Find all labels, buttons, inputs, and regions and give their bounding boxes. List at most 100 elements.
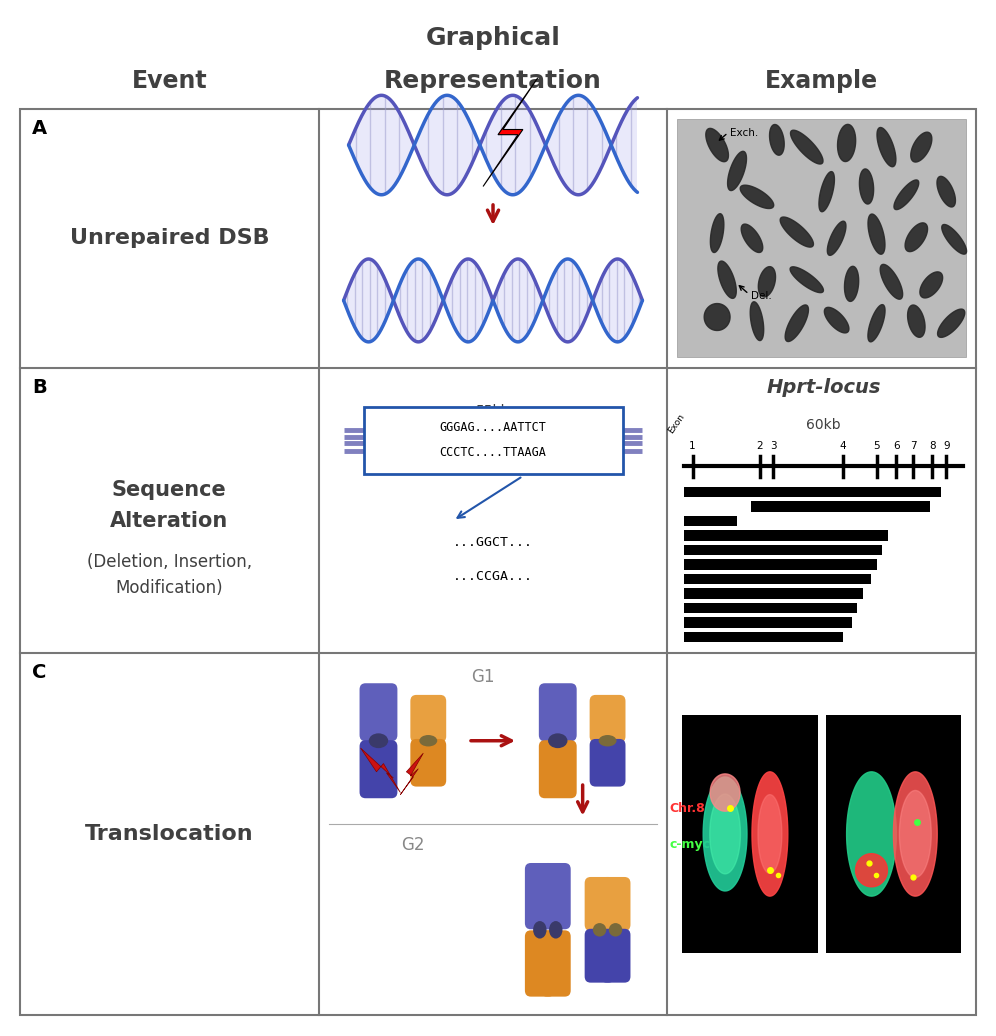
Bar bbox=[684, 530, 887, 541]
Polygon shape bbox=[741, 224, 763, 253]
Polygon shape bbox=[710, 774, 740, 811]
Polygon shape bbox=[710, 213, 724, 253]
Ellipse shape bbox=[369, 733, 388, 748]
Text: 3: 3 bbox=[770, 440, 777, 451]
Polygon shape bbox=[937, 309, 965, 338]
Bar bbox=[684, 545, 882, 555]
Polygon shape bbox=[728, 151, 746, 191]
Text: G1: G1 bbox=[471, 668, 495, 686]
FancyBboxPatch shape bbox=[590, 695, 625, 743]
Polygon shape bbox=[825, 308, 849, 333]
FancyBboxPatch shape bbox=[601, 876, 630, 930]
Polygon shape bbox=[937, 176, 955, 207]
Polygon shape bbox=[860, 169, 873, 204]
Polygon shape bbox=[856, 854, 887, 887]
Polygon shape bbox=[710, 795, 740, 873]
Text: 1: 1 bbox=[689, 440, 696, 451]
Text: Example: Example bbox=[765, 69, 878, 93]
Polygon shape bbox=[750, 301, 764, 341]
Text: Unrepaired DSB: Unrepaired DSB bbox=[70, 228, 269, 249]
Polygon shape bbox=[828, 221, 846, 256]
FancyBboxPatch shape bbox=[410, 695, 446, 743]
Ellipse shape bbox=[533, 921, 547, 939]
Polygon shape bbox=[845, 266, 859, 301]
Polygon shape bbox=[361, 748, 400, 793]
Polygon shape bbox=[877, 127, 895, 167]
Text: (Deletion, Insertion,: (Deletion, Insertion, bbox=[87, 553, 252, 571]
Polygon shape bbox=[893, 772, 937, 896]
Polygon shape bbox=[704, 304, 730, 330]
Bar bbox=[677, 119, 966, 357]
Text: B: B bbox=[32, 378, 47, 397]
Polygon shape bbox=[942, 225, 966, 254]
FancyBboxPatch shape bbox=[590, 739, 625, 786]
Polygon shape bbox=[785, 305, 809, 342]
FancyBboxPatch shape bbox=[539, 684, 577, 742]
Polygon shape bbox=[752, 772, 788, 896]
Polygon shape bbox=[838, 124, 856, 162]
Ellipse shape bbox=[419, 735, 437, 747]
Polygon shape bbox=[758, 795, 782, 873]
Text: 55kb: 55kb bbox=[476, 404, 510, 419]
FancyBboxPatch shape bbox=[525, 863, 555, 929]
Polygon shape bbox=[847, 772, 896, 896]
Text: 9: 9 bbox=[943, 440, 950, 451]
Text: 8: 8 bbox=[929, 440, 936, 451]
Bar bbox=[684, 574, 872, 584]
Text: Representation: Representation bbox=[384, 69, 602, 93]
Polygon shape bbox=[899, 790, 931, 877]
FancyBboxPatch shape bbox=[360, 740, 397, 799]
Text: 60kb: 60kb bbox=[807, 418, 841, 432]
Text: 4: 4 bbox=[840, 440, 847, 451]
Text: GGGAG....AATTCT: GGGAG....AATTCT bbox=[439, 422, 547, 434]
Ellipse shape bbox=[549, 921, 563, 939]
Polygon shape bbox=[780, 217, 814, 248]
Polygon shape bbox=[718, 261, 736, 298]
Polygon shape bbox=[706, 128, 728, 162]
Polygon shape bbox=[770, 124, 784, 155]
FancyBboxPatch shape bbox=[410, 739, 446, 786]
FancyBboxPatch shape bbox=[601, 928, 630, 982]
FancyBboxPatch shape bbox=[364, 407, 622, 474]
Polygon shape bbox=[791, 131, 823, 164]
Text: Alteration: Alteration bbox=[111, 511, 228, 530]
Text: ...CCGA...: ...CCGA... bbox=[453, 570, 533, 583]
Text: 5: 5 bbox=[873, 440, 880, 451]
Polygon shape bbox=[920, 271, 942, 298]
Bar bbox=[684, 559, 876, 570]
FancyBboxPatch shape bbox=[585, 876, 615, 930]
Bar bbox=[684, 617, 852, 628]
Text: Sequence: Sequence bbox=[112, 480, 227, 499]
Ellipse shape bbox=[599, 735, 617, 747]
Text: Hprt-locus: Hprt-locus bbox=[767, 378, 880, 397]
Text: Graphical: Graphical bbox=[425, 26, 561, 50]
Text: Exch.: Exch. bbox=[730, 127, 758, 138]
Polygon shape bbox=[907, 305, 925, 338]
Text: Chr.8: Chr.8 bbox=[669, 802, 705, 814]
Polygon shape bbox=[400, 753, 423, 795]
Text: ...GGCT...: ...GGCT... bbox=[453, 537, 533, 549]
FancyBboxPatch shape bbox=[541, 863, 571, 929]
Text: Event: Event bbox=[131, 69, 207, 93]
FancyBboxPatch shape bbox=[360, 684, 397, 742]
Polygon shape bbox=[894, 180, 918, 209]
Polygon shape bbox=[910, 133, 932, 162]
Bar bbox=[684, 588, 863, 599]
Polygon shape bbox=[868, 214, 885, 254]
Text: Modification): Modification) bbox=[116, 579, 223, 597]
Text: Del.: Del. bbox=[751, 291, 772, 301]
Polygon shape bbox=[880, 264, 902, 299]
Text: Translocation: Translocation bbox=[85, 824, 254, 844]
Text: Exon: Exon bbox=[666, 412, 686, 435]
Text: A: A bbox=[32, 119, 47, 138]
Polygon shape bbox=[758, 266, 776, 297]
Bar bbox=[826, 715, 961, 953]
Ellipse shape bbox=[609, 923, 622, 937]
Polygon shape bbox=[483, 78, 538, 186]
FancyBboxPatch shape bbox=[585, 928, 615, 982]
Polygon shape bbox=[740, 185, 774, 208]
Bar bbox=[684, 516, 737, 526]
Bar bbox=[684, 632, 844, 642]
Bar bbox=[684, 603, 858, 613]
Text: CCCTC....TTAAGA: CCCTC....TTAAGA bbox=[439, 447, 547, 459]
